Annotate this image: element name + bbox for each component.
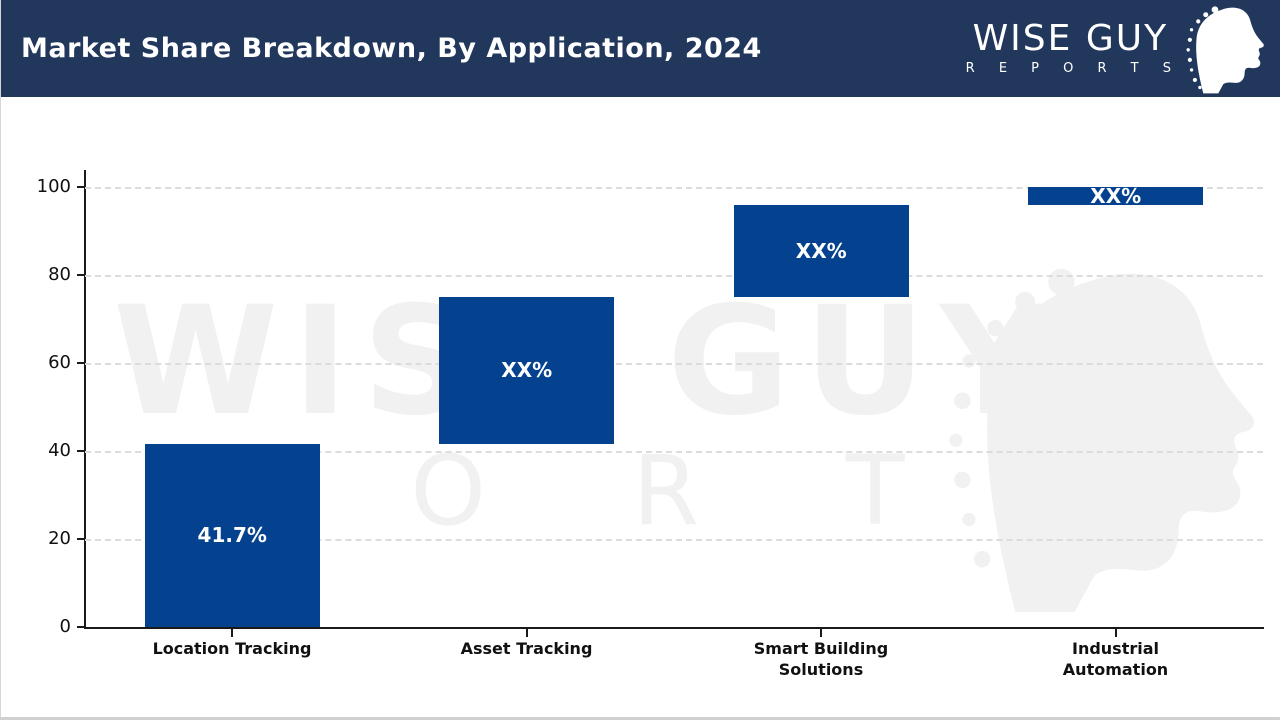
gridline-20: [85, 539, 1263, 541]
gridline-60: [85, 363, 1263, 365]
page-title: Market Share Breakdown, By Application, …: [21, 33, 762, 64]
x-category-label-industrial-automation: Industrial Automation: [1062, 639, 1169, 679]
x-tick-mark-4: [1114, 629, 1117, 637]
logo-text: WISE GUY R E P O R T S: [960, 18, 1181, 77]
y-tick-mark-100: [77, 186, 85, 188]
y-tick-label-0: 0: [59, 616, 71, 637]
header: Market Share Breakdown, By Application, …: [1, 0, 1280, 97]
bar-value-label: XX%: [501, 358, 553, 383]
logo-wordmark: WISE GUY: [972, 18, 1169, 59]
y-tick-label-40: 40: [48, 440, 71, 461]
watermark-head-icon: [949, 268, 1255, 612]
y-axis-line: [84, 170, 86, 629]
bar-location-tracking: 41.7%: [144, 443, 320, 627]
y-tick-mark-0: [77, 626, 85, 628]
chart-canvas: WISE GUY P O R T S 41.7% XX% XX% XX% 0 20 40 6…: [1, 97, 1280, 717]
wiseguy-head-icon: [1186, 5, 1264, 93]
y-tick-label-60: 60: [48, 352, 71, 373]
y-tick-mark-40: [77, 450, 85, 452]
wiseguy-logo: WISE GUY R E P O R T S: [960, 3, 1267, 95]
gridline-80: [85, 275, 1263, 277]
plot-area: 41.7% XX% XX% XX%: [85, 183, 1263, 627]
y-tick-mark-80: [77, 274, 85, 276]
x-tick-mark-3: [820, 629, 823, 637]
x-tick-mark-2: [525, 629, 528, 637]
gridline-40: [85, 451, 1263, 453]
x-category-label-asset-tracking: Asset Tracking: [460, 639, 593, 658]
x-category-label-location-tracking: Location Tracking: [152, 639, 312, 658]
watermark-text-2: P O R T S: [206, 435, 1170, 547]
bar-smart-building-solutions: XX%: [733, 204, 909, 297]
x-tick-mark-1: [231, 629, 234, 637]
bar-industrial-automation: XX%: [1028, 183, 1204, 208]
logo-subtitle: R E P O R T S: [965, 61, 1181, 76]
y-tick-mark-60: [77, 362, 85, 364]
y-tick-label-80: 80: [48, 264, 71, 285]
bar-asset-tracking: XX%: [439, 297, 615, 444]
y-tick-label-20: 20: [48, 528, 71, 549]
x-axis-line: [84, 627, 1264, 629]
y-tick-label-100: 100: [36, 176, 71, 197]
bar-value-label: 41.7%: [197, 523, 267, 548]
bar-value-label: XX%: [795, 238, 847, 263]
y-tick-mark-20: [77, 538, 85, 540]
x-category-label-smart-building-solutions: Smart Building Solutions: [753, 639, 889, 679]
bar-value-label: XX%: [1090, 183, 1142, 208]
gridline-100: [85, 187, 1263, 189]
